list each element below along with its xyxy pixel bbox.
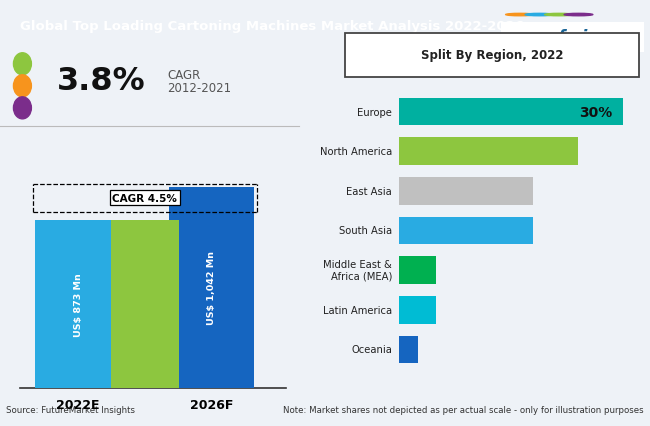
Bar xyxy=(36,220,121,388)
Text: North America: North America xyxy=(320,147,392,157)
FancyBboxPatch shape xyxy=(344,34,640,78)
Text: Split By Region, 2022: Split By Region, 2022 xyxy=(421,49,564,62)
Circle shape xyxy=(564,14,593,17)
Text: Oceania: Oceania xyxy=(351,345,392,354)
Text: Global Top Loading Cartoning Machines Market Analysis 2022-2026: Global Top Loading Cartoning Machines Ma… xyxy=(20,20,523,33)
Text: US$ 873 Mn: US$ 873 Mn xyxy=(73,272,83,336)
Circle shape xyxy=(525,14,554,17)
Circle shape xyxy=(14,76,31,98)
Text: 3.8%: 3.8% xyxy=(57,66,146,97)
Text: CAGR 4.5%: CAGR 4.5% xyxy=(112,193,177,203)
FancyBboxPatch shape xyxy=(500,23,644,53)
FancyBboxPatch shape xyxy=(399,178,533,205)
Text: 2012-2021: 2012-2021 xyxy=(168,82,231,95)
FancyBboxPatch shape xyxy=(399,296,436,324)
Text: Note: Market shares not depicted as per actual scale - only for illustration pur: Note: Market shares not depicted as per … xyxy=(283,405,644,414)
FancyBboxPatch shape xyxy=(399,217,533,245)
Text: South Asia: South Asia xyxy=(339,226,392,236)
Text: Latin America: Latin America xyxy=(323,305,392,315)
Text: Europe: Europe xyxy=(357,107,392,117)
Bar xyxy=(111,221,179,388)
FancyBboxPatch shape xyxy=(399,138,578,166)
Bar xyxy=(169,188,254,388)
Text: Middle East &
Africa (MEA): Middle East & Africa (MEA) xyxy=(323,260,392,281)
Circle shape xyxy=(545,14,573,17)
Circle shape xyxy=(14,98,31,120)
Circle shape xyxy=(506,14,534,17)
Circle shape xyxy=(14,54,31,76)
FancyBboxPatch shape xyxy=(399,336,418,363)
FancyBboxPatch shape xyxy=(399,98,623,126)
FancyBboxPatch shape xyxy=(399,257,436,284)
Text: 30%: 30% xyxy=(579,105,612,119)
Text: Future Market Insights: Future Market Insights xyxy=(545,47,599,52)
Text: CAGR: CAGR xyxy=(168,69,201,82)
Text: East Asia: East Asia xyxy=(346,187,392,196)
Text: Source: FutureMarket Insights: Source: FutureMarket Insights xyxy=(6,405,135,414)
Text: US$ 1,042 Mn: US$ 1,042 Mn xyxy=(207,251,216,325)
Text: fmi: fmi xyxy=(557,29,587,46)
